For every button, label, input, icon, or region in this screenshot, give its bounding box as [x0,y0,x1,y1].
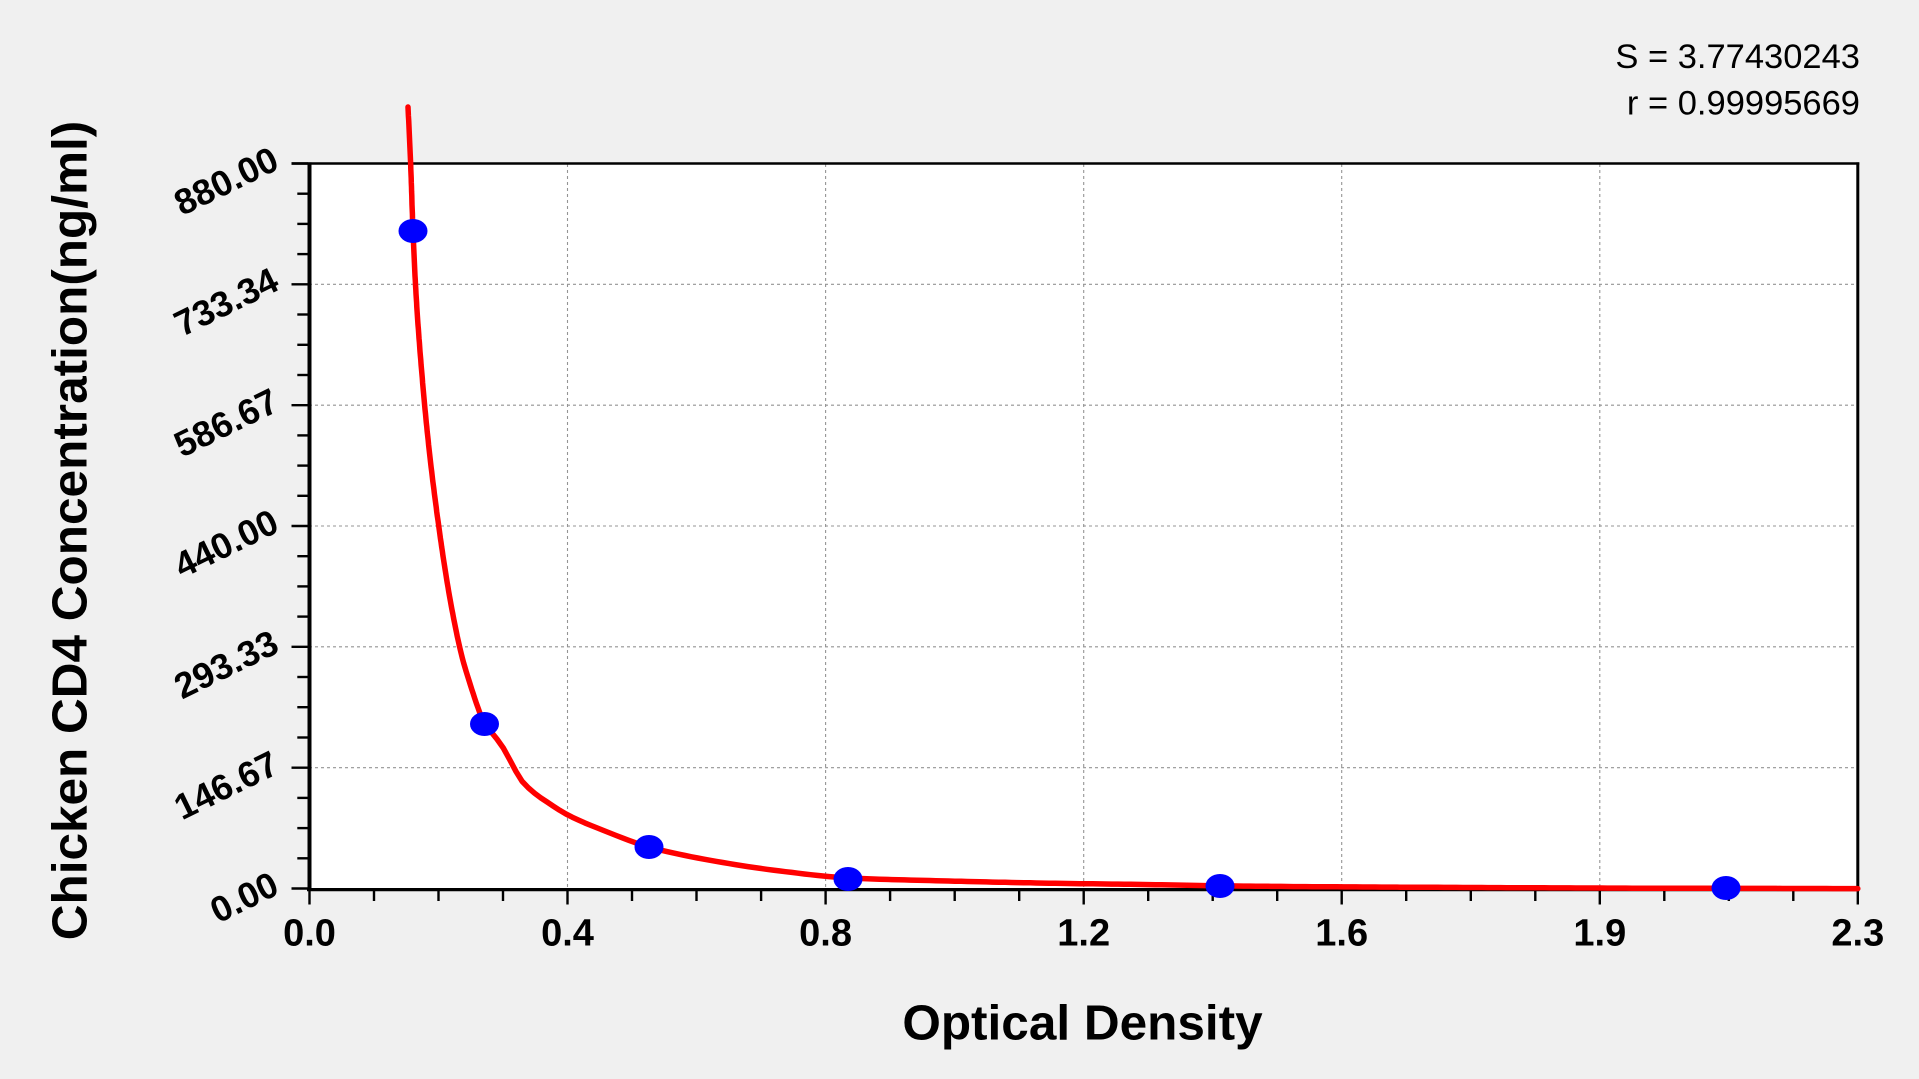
svg-text:S = 3.77430243: S = 3.77430243 [1615,38,1860,76]
svg-text:0.4: 0.4 [541,913,594,955]
svg-text:1.6: 1.6 [1315,913,1368,955]
svg-text:0.0: 0.0 [283,913,336,955]
svg-text:1.2: 1.2 [1057,913,1110,955]
svg-text:Optical Density: Optical Density [902,996,1263,1051]
svg-text:r = 0.99995669: r = 0.99995669 [1627,84,1860,122]
svg-text:Chicken CD4 Concentration(ng/m: Chicken CD4 Concentration(ng/ml) [43,121,98,941]
svg-text:1.9: 1.9 [1573,913,1626,955]
svg-text:2.3: 2.3 [1831,913,1884,955]
svg-text:0.8: 0.8 [799,913,852,955]
